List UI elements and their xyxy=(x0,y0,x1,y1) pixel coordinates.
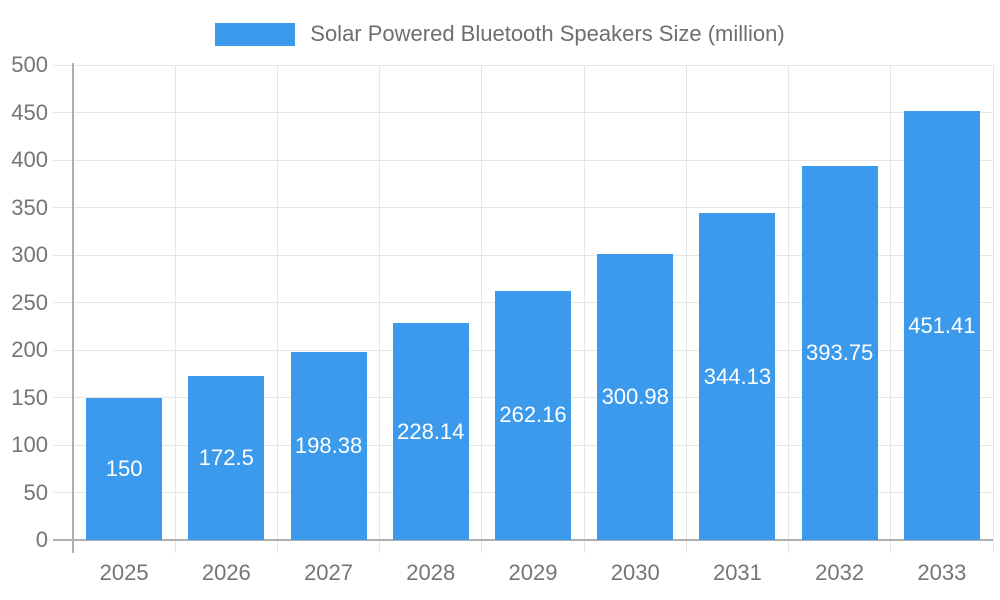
legend-marker-swatch xyxy=(215,22,296,46)
y-gridline xyxy=(53,207,993,208)
x-axis-label: 2027 xyxy=(304,560,354,585)
bar-2028[interactable] xyxy=(392,323,469,540)
bar-2029[interactable] xyxy=(495,290,571,540)
x-axis-label: 2025 xyxy=(99,560,149,585)
y-gridline xyxy=(53,64,993,66)
bar-value-label: 228.14 xyxy=(397,418,465,444)
x-gridline xyxy=(174,65,176,553)
x-gridline xyxy=(992,65,994,553)
y-axis-label: 250 xyxy=(11,289,48,315)
x-gridline xyxy=(685,65,687,553)
x-gridline xyxy=(379,65,381,553)
bar-value-label: 150 xyxy=(105,455,143,481)
x-axis-label: 2026 xyxy=(201,560,251,585)
y-axis-label: 450 xyxy=(11,99,48,125)
x-gridline xyxy=(481,65,483,553)
y-axis-label: 200 xyxy=(11,337,48,362)
bar-2031[interactable] xyxy=(699,213,776,540)
x-axis-line xyxy=(53,539,993,541)
y-axis-label: 300 xyxy=(11,242,48,267)
x-gridline xyxy=(788,65,790,553)
bar-value-label: 198.38 xyxy=(294,432,363,458)
bar-value-label: 300.98 xyxy=(601,384,669,410)
x-axis-label: 2029 xyxy=(508,560,558,585)
y-gridline xyxy=(53,159,993,161)
x-axis-label: 2031 xyxy=(712,560,762,585)
x-axis-label: 2028 xyxy=(406,560,456,585)
y-axis-label: 0 xyxy=(35,527,48,552)
y-axis-label: 400 xyxy=(11,147,48,172)
y-axis-label: 500 xyxy=(11,52,48,77)
y-gridline xyxy=(53,254,993,256)
y-axis-label: 150 xyxy=(11,384,48,410)
bar-2025[interactable] xyxy=(86,397,163,540)
bar-2027[interactable] xyxy=(290,351,367,540)
bar-2026[interactable] xyxy=(188,376,265,540)
x-gridline xyxy=(583,65,585,553)
y-axis-line xyxy=(72,63,74,553)
bar-value-label: 393.75 xyxy=(806,339,874,365)
y-axis-label: 350 xyxy=(11,194,48,220)
bar-value-label: 451.41 xyxy=(908,312,976,338)
x-gridline xyxy=(890,65,892,553)
legend-label: Solar Powered Bluetooth Speakers Size (m… xyxy=(310,21,785,46)
bar-2032[interactable] xyxy=(801,165,878,540)
bar-2030[interactable] xyxy=(597,254,674,540)
x-axis-label: 2033 xyxy=(917,560,967,585)
y-axis-label: 50 xyxy=(23,479,48,505)
y-gridline xyxy=(53,112,993,113)
bar-value-label: 262.16 xyxy=(499,402,567,428)
x-gridline xyxy=(276,65,278,553)
y-axis-label: 100 xyxy=(11,432,48,457)
bar-2033[interactable] xyxy=(903,111,980,540)
bar-value-label: 172.5 xyxy=(198,445,254,471)
x-axis-label: 2030 xyxy=(610,560,660,585)
x-axis-label: 2032 xyxy=(815,560,865,585)
bar-value-label: 344.13 xyxy=(703,363,772,389)
chart-legend[interactable]: Solar Powered Bluetooth Speakers Size (m… xyxy=(0,20,1000,48)
